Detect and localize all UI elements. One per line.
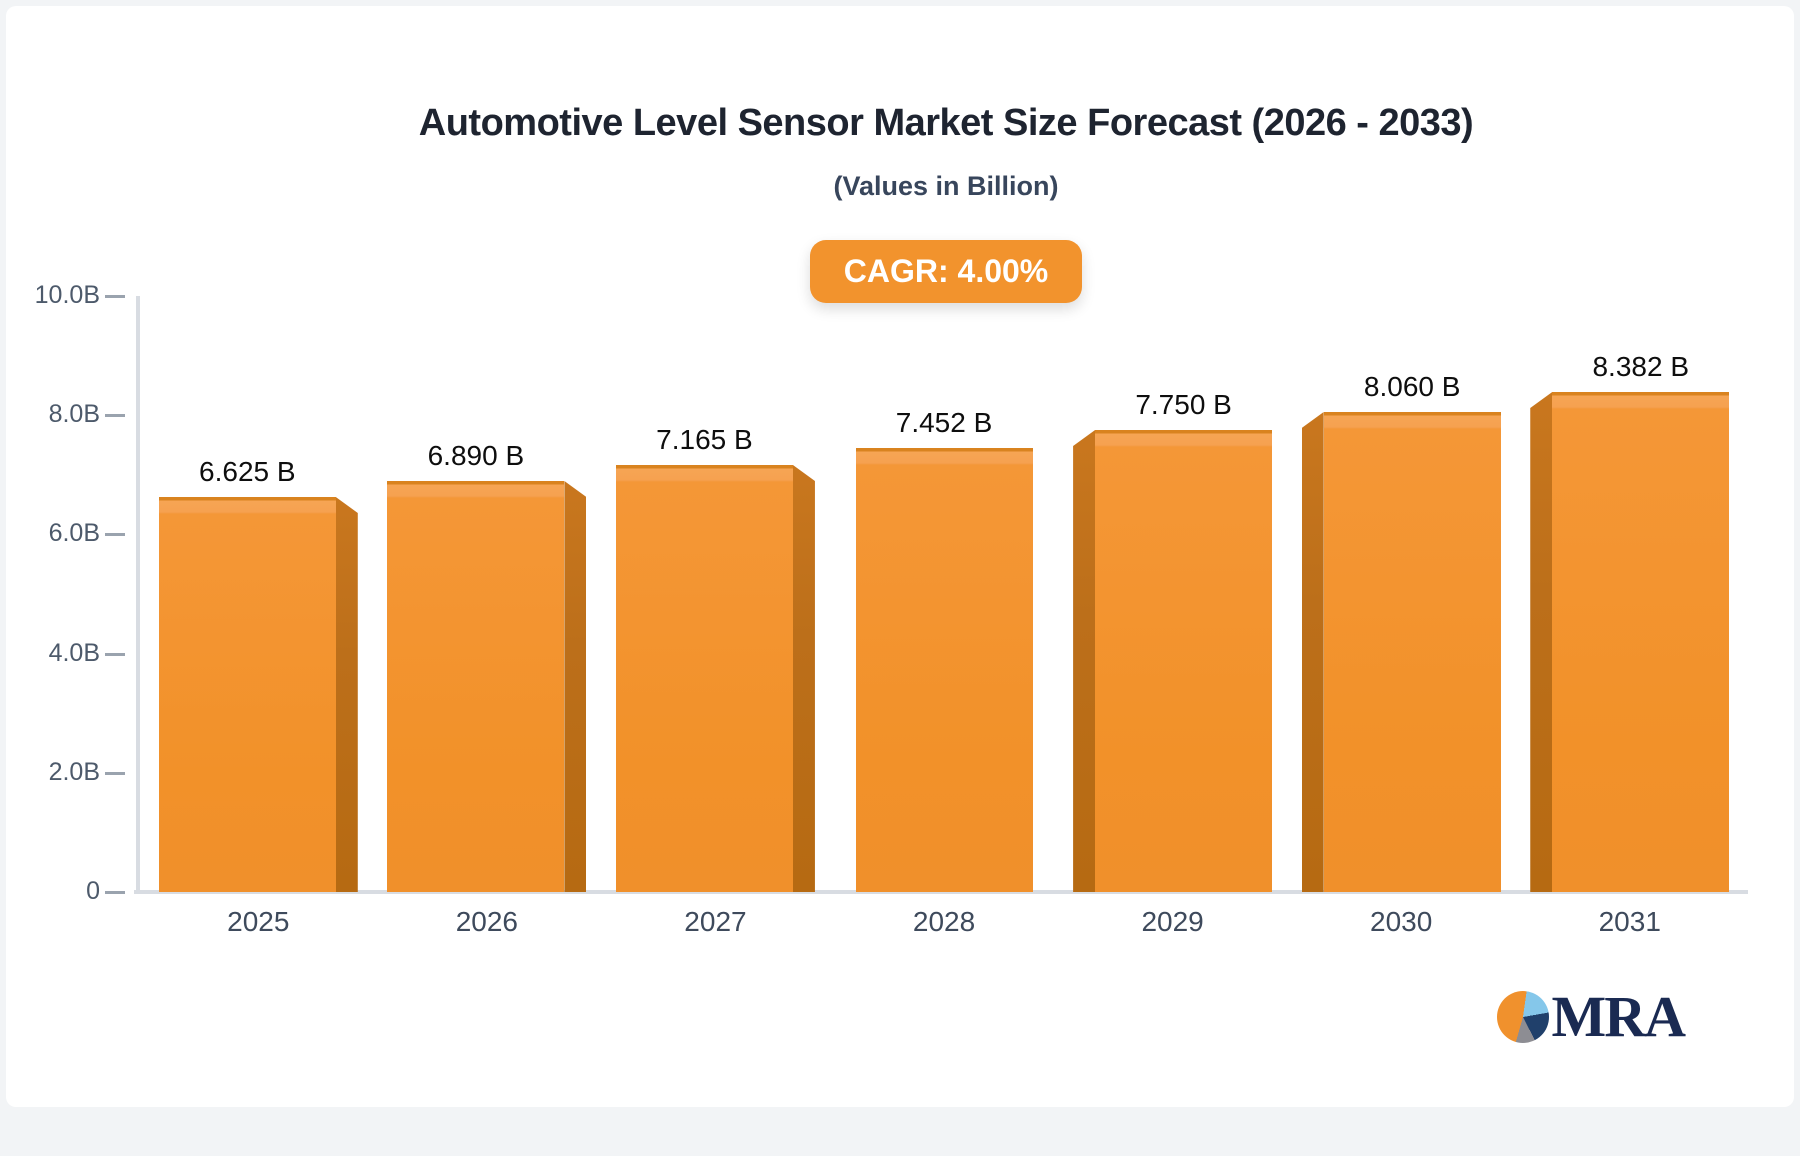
bar-value-label: 6.625 B — [199, 456, 296, 487]
y-tick-mark — [105, 652, 125, 656]
y-tick-mark — [105, 891, 125, 894]
chart-title: Automotive Level Sensor Market Size Fore… — [418, 102, 1474, 144]
y-tick-label: 2.0B — [48, 757, 100, 786]
y-tick-mark — [105, 771, 125, 775]
bar-side-face — [564, 481, 587, 892]
bar[interactable]: 6.890 B — [387, 440, 587, 892]
bar-column: 6.890 B — [373, 296, 602, 892]
bar[interactable]: 7.165 B — [615, 424, 815, 892]
chart-subtitle: (Values in Billion) — [833, 171, 1059, 201]
bar-side-face — [1073, 430, 1096, 892]
bar-column: 7.750 B — [1058, 296, 1287, 892]
x-axis-label: 2030 — [1370, 906, 1433, 937]
x-axis-label: 2029 — [1141, 906, 1204, 937]
x-axis-label: 2026 — [455, 906, 519, 937]
y-tick-mark — [105, 414, 125, 418]
pie-chart-logo-icon — [1497, 991, 1550, 1043]
bar-value-label: 7.165 B — [656, 424, 753, 455]
y-tick-label: 6.0B — [48, 519, 100, 548]
x-axis-label: 2028 — [912, 906, 976, 937]
bar-side-face — [1301, 412, 1324, 892]
bar-front-face: 7.165 B — [615, 424, 793, 892]
bar-value-label: 8.382 B — [1592, 351, 1690, 382]
chart-header: Automotive Level Sensor Market Size Fore… — [86, 6, 1800, 303]
brand-logo-text: MRA — [1551, 984, 1686, 1049]
x-axis-label: 2025 — [227, 906, 290, 937]
bar-column: 6.625 B — [144, 296, 373, 892]
y-tick-label: 10.0B — [34, 281, 100, 309]
y-tick-label: 4.0B — [48, 638, 100, 667]
bar[interactable]: 6.625 B — [158, 456, 358, 892]
bar-column: 8.060 B — [1287, 296, 1516, 892]
bar-value-label: 7.452 B — [895, 407, 993, 438]
bar-value-label: 6.890 B — [427, 440, 525, 471]
plot-area: 6.625 B 6.890 B 7.165 B 7.452 B 7.750 B 8.060… — [144, 296, 1744, 892]
bar[interactable]: 8.382 B — [1530, 351, 1730, 892]
bar-column: 8.382 B — [1515, 296, 1744, 892]
y-axis-line — [136, 296, 140, 892]
cagr-badge: CAGR: 4.00% — [809, 240, 1083, 303]
chart-card: Automotive Level Sensor Market Size Fore… — [6, 6, 1794, 1107]
bar-value-label: 8.060 B — [1363, 371, 1461, 402]
x-axis-labels: 2025 2026 2027 2028 2029 2030 2031 — [144, 906, 1744, 938]
y-tick-mark — [105, 295, 125, 298]
bar-front-face: 8.060 B — [1323, 371, 1501, 892]
x-axis-label: 2027 — [684, 906, 747, 937]
bar-column: 7.165 B — [601, 296, 830, 892]
bar[interactable]: 7.452 B — [855, 407, 1033, 892]
y-tick-mark — [105, 533, 125, 537]
bar-side-face — [335, 497, 358, 892]
x-axis-baseline — [134, 890, 1748, 894]
x-axis-label: 2031 — [1598, 906, 1661, 937]
y-tick-label: 8.0B — [48, 400, 100, 429]
bar-front-face: 8.382 B — [1552, 351, 1730, 892]
bar-front-face: 7.452 B — [855, 407, 1033, 892]
bar-front-face: 6.890 B — [387, 440, 565, 892]
bar-front-face: 6.625 B — [158, 456, 336, 892]
y-tick-label: 0 — [86, 877, 100, 905]
bar-front-face: 7.750 B — [1095, 389, 1273, 892]
bar[interactable]: 8.060 B — [1301, 371, 1501, 892]
bar-side-face — [1530, 392, 1553, 892]
bar-column: 7.452 B — [830, 296, 1059, 892]
bar-value-label: 7.750 B — [1135, 389, 1232, 420]
brand-logo: MRA — [1497, 984, 1686, 1049]
bar[interactable]: 7.750 B — [1073, 389, 1273, 892]
bar-side-face — [792, 465, 815, 892]
